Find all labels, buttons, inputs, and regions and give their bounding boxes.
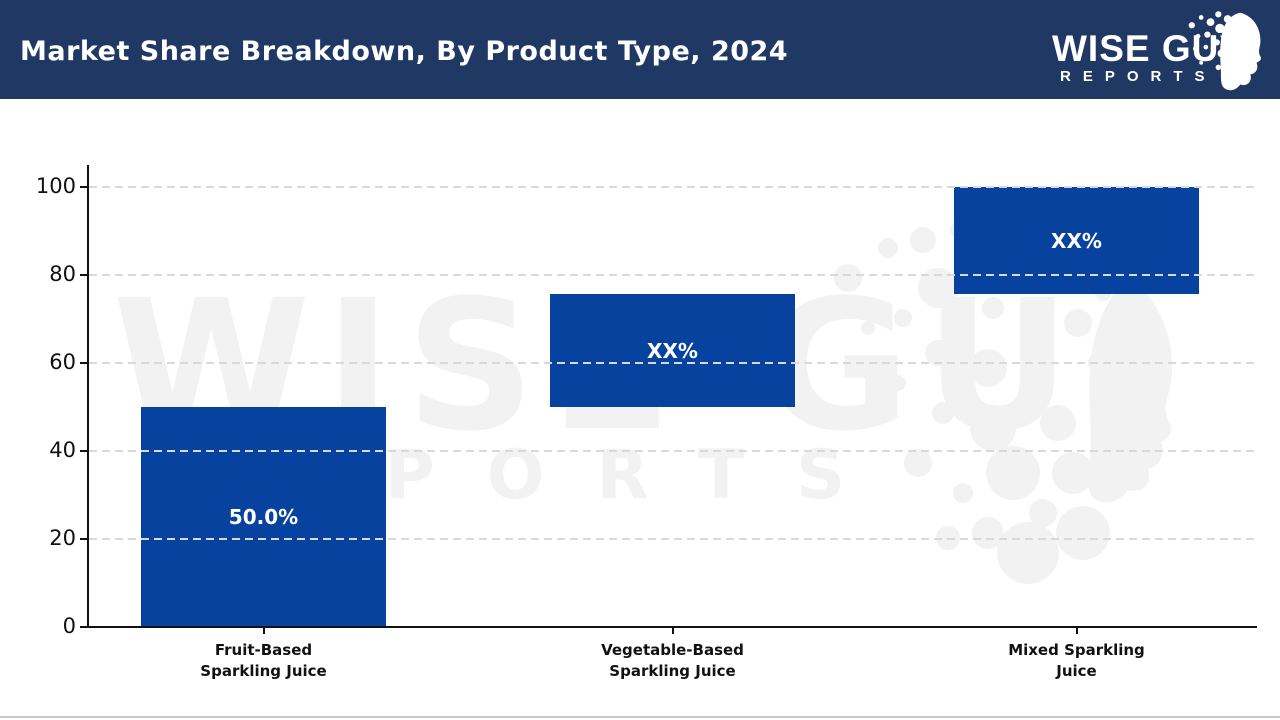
- y-tick-label: 100: [35, 174, 76, 198]
- grid-line: [89, 450, 1257, 452]
- x-tick-mark: [1075, 628, 1078, 634]
- wise-guy-reports-logo: WISE GUY REPORTS: [1012, 6, 1262, 94]
- bar-value-label: 50.0%: [228, 505, 299, 529]
- x-tick-mark: [262, 628, 265, 634]
- grid-line: [89, 274, 1257, 276]
- y-tick-mark: [80, 362, 88, 364]
- logo-wordmark: WISE GUY: [1052, 28, 1246, 69]
- bar: 50.0%: [141, 407, 386, 627]
- grid-line: [89, 362, 1257, 364]
- footer-divider: [0, 716, 1280, 718]
- grid-line: [89, 538, 1257, 540]
- y-tick-label: 20: [49, 526, 76, 550]
- y-tick-mark: [80, 538, 88, 540]
- bar-value-label: XX%: [647, 338, 698, 363]
- x-category-label: Vegetable-Based Sparkling Juice: [601, 641, 744, 680]
- logo-head-icon: [1188, 11, 1261, 91]
- x-tick-mark: [671, 628, 674, 634]
- y-tick-mark: [80, 186, 88, 188]
- y-tick-label: 0: [62, 614, 76, 638]
- y-tick-label: 80: [49, 262, 76, 286]
- bar-value-label: XX%: [1051, 228, 1102, 253]
- x-axis-line: [87, 626, 1257, 628]
- bar: XX%: [954, 187, 1199, 295]
- x-category-label: Fruit-Based Sparkling Juice: [200, 641, 327, 680]
- page-title: Market Share Breakdown, By Product Type,…: [20, 36, 789, 67]
- grid-line: [89, 186, 1257, 188]
- logo-subtitle: REPORTS: [1060, 68, 1217, 85]
- y-axis-line: [87, 165, 89, 628]
- y-tick-mark: [80, 274, 88, 276]
- y-tick-mark: [80, 450, 88, 452]
- bar: XX%: [550, 294, 795, 407]
- y-tick-mark: [80, 626, 88, 628]
- x-category-label: Mixed Sparkling Juice: [1008, 641, 1145, 680]
- y-tick-label: 60: [49, 350, 76, 374]
- y-tick-label: 40: [49, 438, 76, 462]
- header-bar: Market Share Breakdown, By Product Type,…: [0, 0, 1280, 99]
